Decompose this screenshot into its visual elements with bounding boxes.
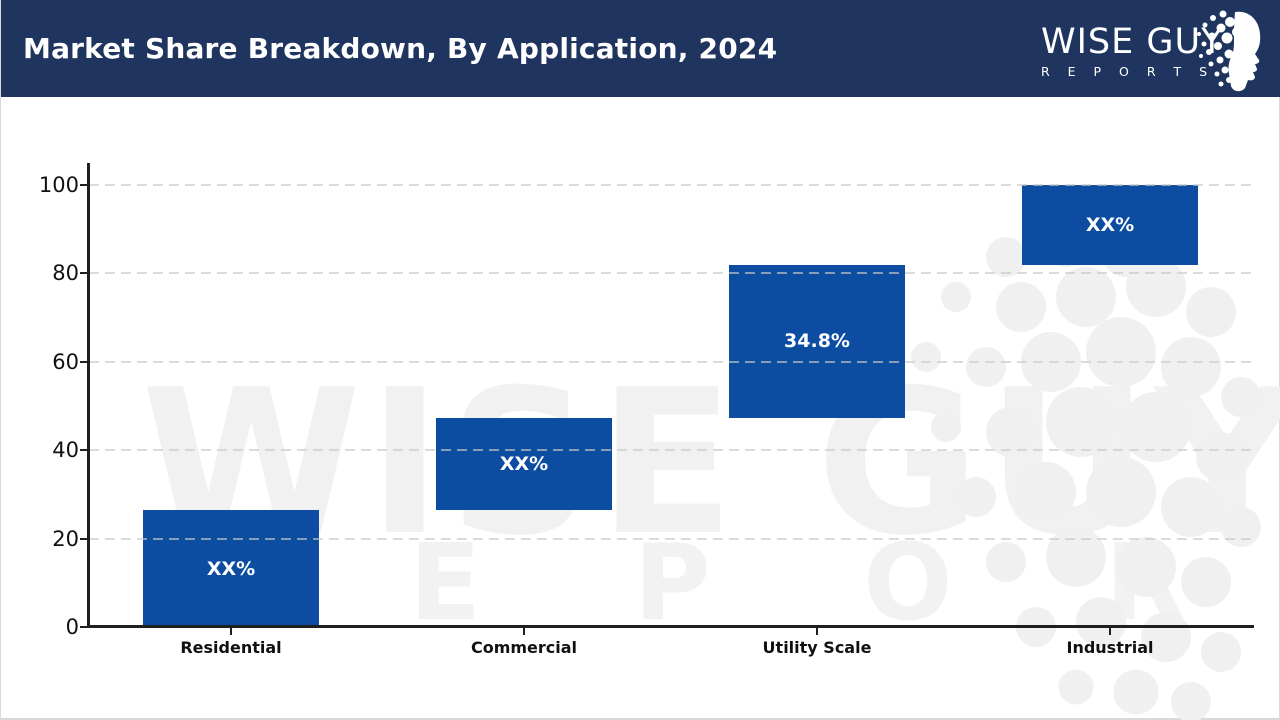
wise-guy-reports-logo: WISE GUY R E P O R T S [1013, 6, 1263, 94]
x-axis-label-residential: Residential [180, 638, 282, 657]
y-axis-tick-label: 80 [52, 261, 79, 286]
logo-reports-text: R E P O R T S [1041, 64, 1215, 79]
x-axis-tick [816, 628, 818, 635]
x-axis-label-commercial: Commercial [470, 638, 578, 657]
y-axis-tick-label: 100 [38, 173, 79, 197]
y-axis-tick [80, 449, 88, 452]
x-axis-tick [1109, 628, 1111, 635]
bar-value-label: 34.8% [784, 330, 850, 353]
x-axis-line [87, 625, 1254, 628]
gridline-y100 [89, 184, 1254, 186]
y-axis-tick [80, 626, 88, 628]
bar-value-label: XX% [206, 557, 256, 580]
chart-title: Market Share Breakdown, By Application, … [23, 32, 778, 65]
bar-residential: XX% [143, 510, 319, 627]
x-axis-tick [230, 628, 232, 635]
gridline-y80 [89, 272, 1254, 275]
y-axis-tick-label: 60 [52, 349, 79, 374]
x-axis-tick [523, 628, 525, 635]
y-axis-line [87, 163, 90, 627]
logo-head-icon [1197, 10, 1261, 92]
y-axis-tick-label: 0 [65, 615, 79, 639]
y-axis-tick-label: 20 [52, 526, 79, 551]
logo-wordmark: WISE GUY [1041, 22, 1224, 62]
bar-value-label: XX% [499, 453, 549, 476]
gridline-y60 [89, 360, 1254, 363]
bar-industrial: XX% [1022, 185, 1198, 265]
y-axis-tick [80, 184, 88, 186]
bar-value-label: XX% [1085, 213, 1135, 236]
y-axis-tick-label: 40 [52, 438, 79, 463]
gridline-y40 [89, 449, 1254, 452]
x-axis-label-utility-scale: Utility Scale [762, 638, 872, 657]
bar-utility-scale: 34.8% [729, 264, 905, 419]
bar-commercial: XX% [436, 418, 612, 511]
y-axis-tick [80, 272, 88, 275]
header-bar: Market Share Breakdown, By Application, … [1, 0, 1280, 97]
gridline-y20 [89, 537, 1254, 540]
logo-text: WISE GUY R E P O R T S [1041, 22, 1224, 79]
y-axis-tick [80, 537, 88, 540]
x-axis-label-industrial: Industrial [1066, 638, 1154, 657]
y-axis-tick [80, 360, 88, 363]
